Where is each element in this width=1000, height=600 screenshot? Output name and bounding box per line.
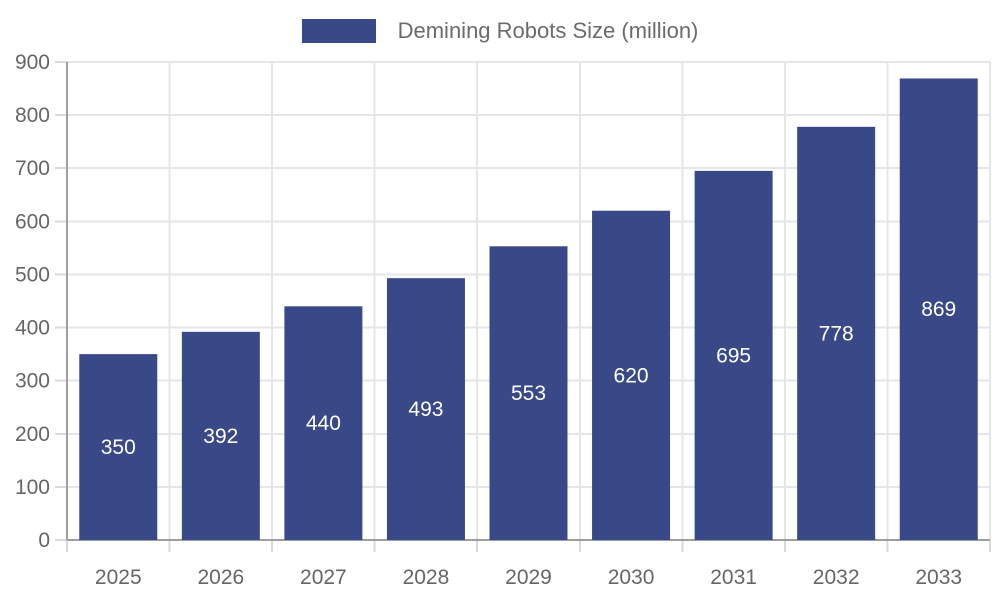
bar: [899, 78, 978, 540]
bar-value-label: 778: [819, 322, 854, 345]
x-tick-label: 2026: [197, 566, 244, 589]
x-tick-label: 2029: [505, 566, 552, 589]
y-tick-label: 400: [15, 317, 50, 340]
x-tick-label: 2025: [95, 566, 142, 589]
bar: [79, 354, 158, 540]
x-tick-label: 2031: [710, 566, 757, 589]
x-tick-label: 2030: [608, 566, 655, 589]
bar: [386, 278, 465, 540]
y-tick-label: 600: [15, 210, 50, 233]
y-tick-label: 300: [15, 370, 50, 393]
y-tick-label: 500: [15, 263, 50, 286]
y-tick-label: 800: [15, 104, 50, 127]
bar: [284, 306, 363, 540]
x-tick-label: 2032: [813, 566, 860, 589]
y-tick-label: 700: [15, 157, 50, 180]
legend-label: Demining Robots Size (million): [397, 18, 699, 43]
y-tick-label: 0: [38, 529, 50, 552]
bar-value-label: 553: [511, 382, 546, 405]
bar-value-label: 869: [921, 298, 956, 321]
bar-value-label: 440: [306, 412, 341, 435]
y-tick-label: 200: [15, 423, 50, 446]
x-tick-label: 2027: [300, 566, 347, 589]
y-tick-label: 900: [15, 51, 50, 74]
bar-value-label: 392: [203, 425, 238, 448]
legend-swatch: [301, 19, 376, 43]
bar: [489, 246, 568, 540]
bar-value-label: 493: [408, 398, 443, 421]
bar: [592, 210, 671, 540]
x-tick-label: 2028: [403, 566, 450, 589]
x-tick-label: 2033: [915, 566, 962, 589]
legend: Demining Robots Size (million): [0, 18, 1000, 44]
bar-value-label: 620: [614, 364, 649, 387]
bar: [181, 331, 260, 540]
bar-value-label: 350: [101, 436, 136, 459]
y-tick-label: 100: [15, 476, 50, 499]
bar-value-label: 695: [716, 344, 751, 367]
bar: [797, 126, 876, 540]
bar: [694, 170, 773, 540]
